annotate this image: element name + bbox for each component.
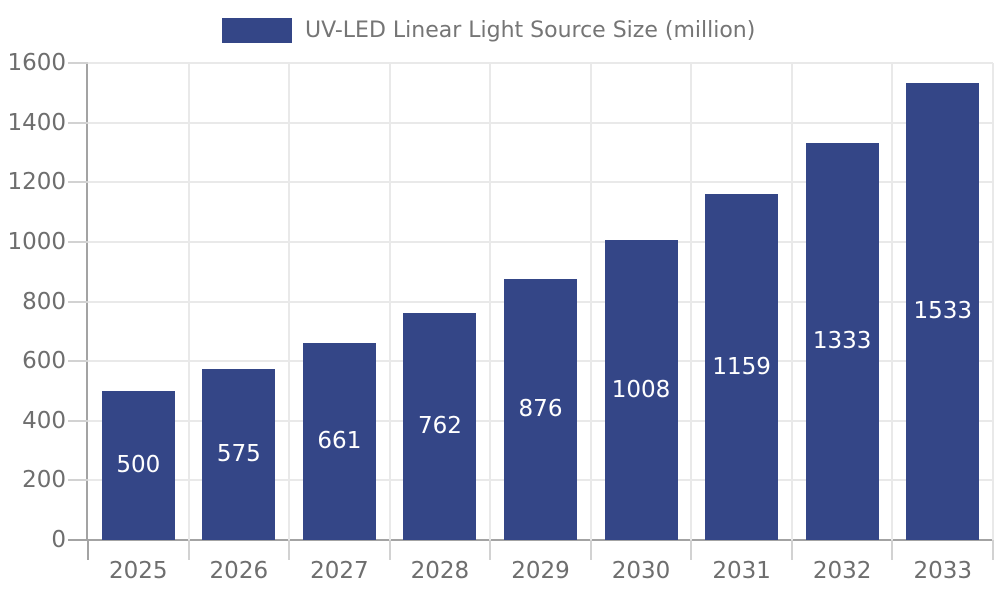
h-gridline: [88, 121, 993, 124]
y-axis-tick: [68, 360, 88, 363]
x-axis-tick: [891, 540, 894, 560]
y-axis-tick: [68, 539, 88, 541]
x-axis-label: 2032: [812, 558, 872, 584]
y-axis-tick: [68, 62, 88, 64]
bar-2025: 500: [101, 390, 175, 540]
bar-value-label: 1333: [812, 328, 872, 355]
bar-value-label: 876: [518, 396, 563, 423]
x-axis-tick: [690, 540, 693, 560]
x-axis-tick: [992, 540, 994, 560]
y-axis-label: 400: [22, 407, 66, 434]
y-axis-tick: [68, 181, 88, 184]
y-axis-label: 1000: [7, 228, 66, 255]
x-axis-label: 2029: [511, 558, 570, 584]
v-gridline: [388, 63, 391, 540]
bar-2031: 1159: [705, 194, 779, 540]
bar-value-label: 575: [216, 441, 261, 468]
x-axis-tick: [187, 540, 190, 560]
y-axis-label: 600: [22, 348, 66, 375]
bar-value-label: 661: [317, 428, 362, 455]
x-axis-tick: [388, 540, 391, 560]
bar-2027: 661: [302, 342, 376, 540]
bar-2028: 762: [403, 312, 477, 540]
bar-value-label: 762: [417, 413, 462, 440]
x-axis-tick: [288, 540, 291, 560]
y-axis-tick: [68, 300, 88, 303]
x-axis-label: 2030: [611, 558, 671, 584]
y-axis-label: 200: [22, 467, 66, 494]
y-axis-label: 1400: [7, 109, 66, 136]
legend-label: UV-LED Linear Light Source Size (million…: [305, 18, 756, 43]
y-axis-label: 0: [51, 527, 66, 553]
x-axis-tick: [589, 540, 592, 560]
v-gridline: [790, 63, 793, 540]
x-axis-label: 2031: [712, 558, 771, 584]
v-gridline: [891, 63, 894, 540]
x-axis-label: 2033: [913, 558, 972, 584]
bar-value-label: 500: [116, 452, 161, 479]
bar-2030: 1008: [604, 239, 678, 540]
legend-swatch-icon: [222, 18, 292, 43]
h-gridline: [88, 240, 993, 243]
h-gridline: [88, 181, 993, 184]
y-axis-label: 800: [22, 288, 66, 315]
y-axis-label: 1200: [7, 169, 66, 196]
bar-2029: 876: [504, 278, 577, 540]
bar-value-label: 1159: [712, 354, 771, 381]
y-axis-tick: [68, 479, 88, 482]
y-axis-tick: [68, 240, 88, 243]
v-gridline: [589, 63, 592, 540]
x-axis-label: 2025: [109, 558, 168, 584]
x-axis-tick: [489, 540, 492, 560]
h-gridline: [88, 62, 993, 64]
x-axis-label: 2027: [310, 558, 369, 584]
v-gridline: [288, 63, 291, 540]
x-axis-label: 2026: [209, 558, 269, 584]
v-gridline: [992, 63, 994, 540]
x-axis-tick: [790, 540, 793, 560]
plot-area: 500 575 661 762 876 1008 1159 1333 1533: [88, 62, 994, 540]
x-axis-line: [86, 539, 993, 541]
bar-value-label: 1533: [913, 298, 972, 325]
bar-2026: 575: [202, 368, 276, 540]
bar-2032: 1333: [805, 142, 879, 540]
y-axis-tick: [68, 419, 88, 422]
v-gridline: [690, 63, 693, 540]
y-axis-tick: [68, 121, 88, 124]
x-axis-label: 2028: [410, 558, 470, 584]
bar-value-label: 1008: [611, 376, 671, 403]
y-axis-label: 1600: [7, 50, 66, 76]
chart-legend[interactable]: UV-LED Linear Light Source Size (million…: [222, 18, 755, 43]
bar-2033: 1533: [906, 82, 980, 540]
v-gridline: [489, 63, 492, 540]
x-axis-tick: [87, 540, 89, 560]
v-gridline: [187, 63, 190, 540]
